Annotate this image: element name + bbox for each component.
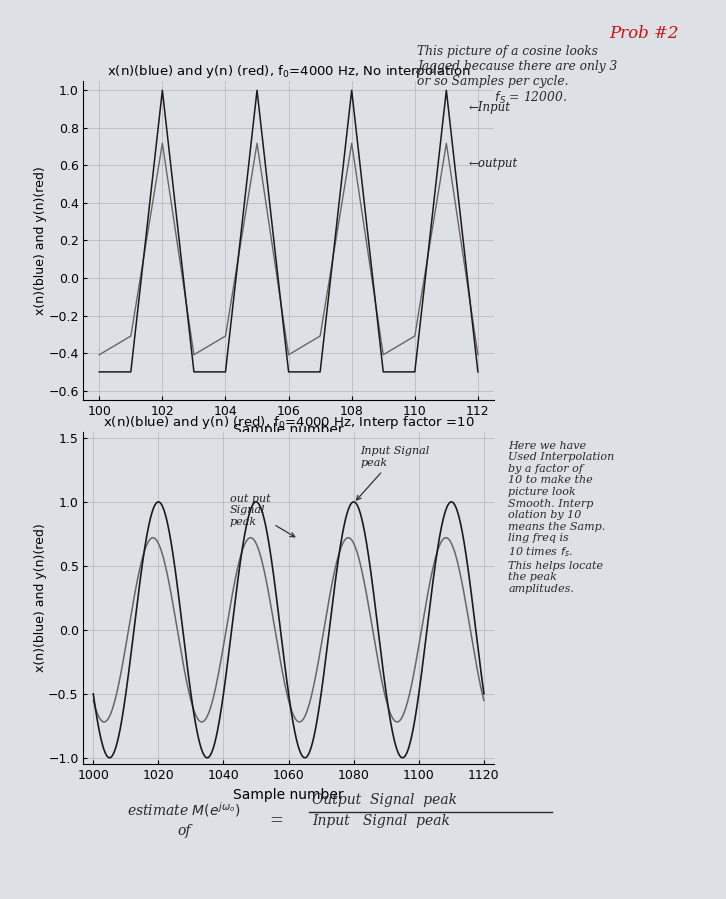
Title: x(n)(blue) and y(n) (red), f$_0$=4000 Hz, No interpolation: x(n)(blue) and y(n) (red), f$_0$=4000 Hz… xyxy=(107,63,470,80)
Text: Input Signal
peak: Input Signal peak xyxy=(356,447,430,500)
Text: Prob #2: Prob #2 xyxy=(609,25,679,42)
Text: This picture of a cosine looks
Jagged because there are only 3
or so Samples per: This picture of a cosine looks Jagged be… xyxy=(417,45,618,106)
Text: =: = xyxy=(269,812,283,829)
Text: Here we have
Used Interpolation
by a factor of
10 to make the
picture look
Smoot: Here we have Used Interpolation by a fac… xyxy=(508,441,614,594)
Text: estimate $M(e^{j\omega_o})$: estimate $M(e^{j\omega_o})$ xyxy=(127,800,240,819)
Y-axis label: x(n)(blue) and y(n)(red): x(n)(blue) and y(n)(red) xyxy=(34,166,47,315)
Text: of: of xyxy=(178,824,192,839)
Text: ←output: ←output xyxy=(468,157,518,170)
Text: ←Input: ←Input xyxy=(468,101,510,113)
Title: x(n)(blue) and y(n) (red), f$_0$=4000 Hz, Interp factor =10: x(n)(blue) and y(n) (red), f$_0$=4000 Hz… xyxy=(103,414,474,431)
X-axis label: Sample number: Sample number xyxy=(233,788,344,802)
Text: Input   Signal  peak: Input Signal peak xyxy=(312,814,450,828)
Y-axis label: x(n)(blue) and y(n)(red): x(n)(blue) and y(n)(red) xyxy=(33,523,46,672)
Text: out put
Signal
peak: out put Signal peak xyxy=(230,494,295,537)
X-axis label: Sample number: Sample number xyxy=(233,423,344,438)
Text: Output  Signal  peak: Output Signal peak xyxy=(312,793,457,807)
